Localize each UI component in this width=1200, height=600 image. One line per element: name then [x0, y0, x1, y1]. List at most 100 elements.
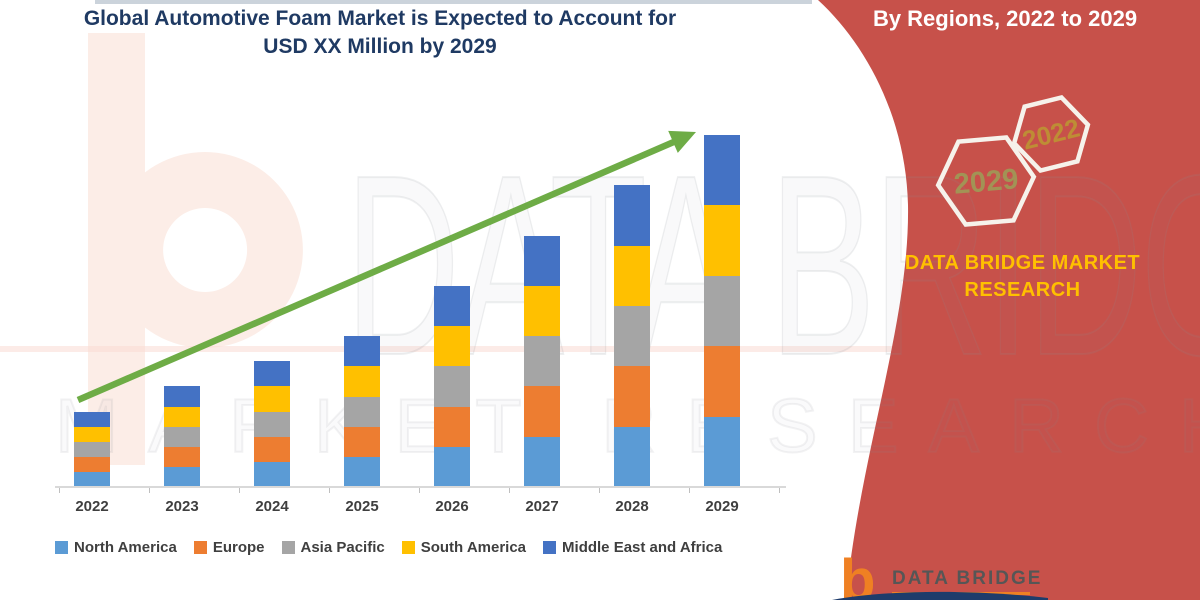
legend-swatch-europe	[193, 541, 207, 554]
x-axis-tick	[149, 488, 150, 493]
stacked-bar-2027	[524, 235, 560, 487]
x-axis-label-2024: 2024	[255, 498, 289, 515]
segment-north-america-2022	[74, 471, 110, 487]
segment-middle-east-and-africa-2023	[164, 386, 200, 407]
legend-swatch-south-america	[401, 541, 415, 554]
segment-asia-pacific-2028	[614, 306, 650, 367]
stacked-bar-2029	[704, 135, 740, 487]
legend-label-middle-east-and-africa: Middle East and Africa	[562, 539, 723, 556]
legend-item-south-america: South America	[401, 539, 527, 556]
legend-swatch-north-america	[55, 541, 68, 554]
legend-item-asia-pacific: Asia Pacific	[281, 539, 385, 556]
segment-asia-pacific-2024	[254, 411, 290, 437]
segment-middle-east-and-africa-2026	[434, 285, 470, 327]
segment-south-america-2026	[434, 326, 470, 367]
legend-swatch-middle-east-and-africa	[543, 541, 557, 554]
segment-asia-pacific-2022	[74, 441, 110, 457]
legend-label-asia-pacific: Asia Pacific	[300, 539, 385, 556]
segment-south-america-2022	[74, 426, 110, 442]
x-axis-label-2023: 2023	[165, 498, 199, 515]
segment-north-america-2026	[434, 446, 470, 487]
segment-europe-2025	[344, 426, 380, 457]
top-edge-strip	[95, 0, 812, 4]
chart-title: Global Automotive Foam Market is Expecte…	[40, 5, 720, 61]
segment-south-america-2029	[704, 205, 740, 276]
x-axis-line	[55, 486, 786, 488]
legend-item-europe: Europe	[193, 539, 265, 556]
x-axis-label-2029: 2029	[705, 498, 739, 515]
x-axis-tick	[59, 488, 60, 493]
x-axis-tick	[779, 488, 780, 493]
segment-middle-east-and-africa-2025	[344, 336, 380, 367]
legend-label-south-america: South America	[420, 539, 527, 556]
segment-middle-east-and-africa-2024	[254, 361, 290, 387]
x-axis-tick	[509, 488, 510, 493]
segment-europe-2023	[164, 446, 200, 467]
segment-north-america-2028	[614, 426, 650, 487]
x-axis-label-2022: 2022	[75, 498, 109, 515]
segment-asia-pacific-2029	[704, 275, 740, 347]
stacked-bar-2024	[254, 361, 290, 487]
x-axis-tick	[239, 488, 240, 493]
chart-title-line2: USD XX Million by 2029	[263, 35, 497, 58]
segment-asia-pacific-2025	[344, 396, 380, 427]
stacked-bar-2028	[614, 185, 650, 487]
x-axis-tick	[599, 488, 600, 493]
segment-europe-2022	[74, 456, 110, 472]
segment-south-america-2028	[614, 245, 650, 307]
segment-europe-2024	[254, 436, 290, 462]
segment-middle-east-and-africa-2028	[614, 185, 650, 246]
segment-middle-east-and-africa-2027	[524, 235, 560, 286]
footer-logo-b-icon: b	[840, 548, 876, 600]
segment-europe-2028	[614, 366, 650, 427]
x-axis-tick	[329, 488, 330, 493]
segment-south-america-2023	[164, 406, 200, 427]
segment-north-america-2024	[254, 461, 290, 487]
legend-label-north-america: North America	[74, 539, 177, 556]
segment-south-america-2025	[344, 366, 380, 397]
watermark-data-bridge: DATA BRIDGE	[344, 121, 1200, 410]
x-axis-label-2026: 2026	[435, 498, 469, 515]
stacked-bar-2026	[434, 285, 470, 487]
x-axis-tick	[419, 488, 420, 493]
brand-text: DATA BRIDGE MARKET RESEARCH	[904, 252, 1141, 301]
stacked-bar-2022	[74, 411, 110, 487]
x-axis-label-2027: 2027	[525, 498, 559, 515]
legend: North America Europe Asia Pacific South Ame…	[55, 539, 722, 556]
segment-europe-2026	[434, 406, 470, 447]
legend-item-middle-east-and-africa: Middle East and Africa	[543, 539, 722, 556]
stacked-bar-2025	[344, 336, 380, 487]
banner-heading: By Regions, 2022 to 2029	[872, 6, 1138, 31]
x-axis-label-2028: 2028	[615, 498, 649, 515]
x-axis-label-2025: 2025	[345, 498, 379, 515]
segment-asia-pacific-2026	[434, 366, 470, 407]
segment-north-america-2023	[164, 466, 200, 487]
hexagon-2029: 2029	[935, 135, 1037, 227]
segment-europe-2027	[524, 386, 560, 437]
legend-item-north-america: North America	[55, 539, 177, 556]
segment-middle-east-and-africa-2029	[704, 135, 740, 206]
segment-europe-2029	[704, 346, 740, 417]
chart-title-line1: Global Automotive Foam Market is Expecte…	[83, 7, 677, 30]
segment-south-america-2024	[254, 386, 290, 412]
segment-north-america-2029	[704, 416, 740, 487]
footer-logo-name: DATA BRIDGE	[892, 568, 1043, 589]
legend-label-europe: Europe	[212, 539, 265, 556]
segment-asia-pacific-2023	[164, 426, 200, 447]
segment-north-america-2027	[524, 436, 560, 487]
segment-asia-pacific-2027	[524, 336, 560, 387]
stacked-bar-2023	[164, 386, 200, 487]
segment-middle-east-and-africa-2022	[74, 411, 110, 427]
hexagon-2029-label: 2029	[953, 163, 1020, 201]
segment-north-america-2025	[344, 456, 380, 487]
legend-swatch-asia-pacific	[281, 541, 295, 554]
x-axis-tick	[689, 488, 690, 493]
segment-south-america-2027	[524, 285, 560, 337]
